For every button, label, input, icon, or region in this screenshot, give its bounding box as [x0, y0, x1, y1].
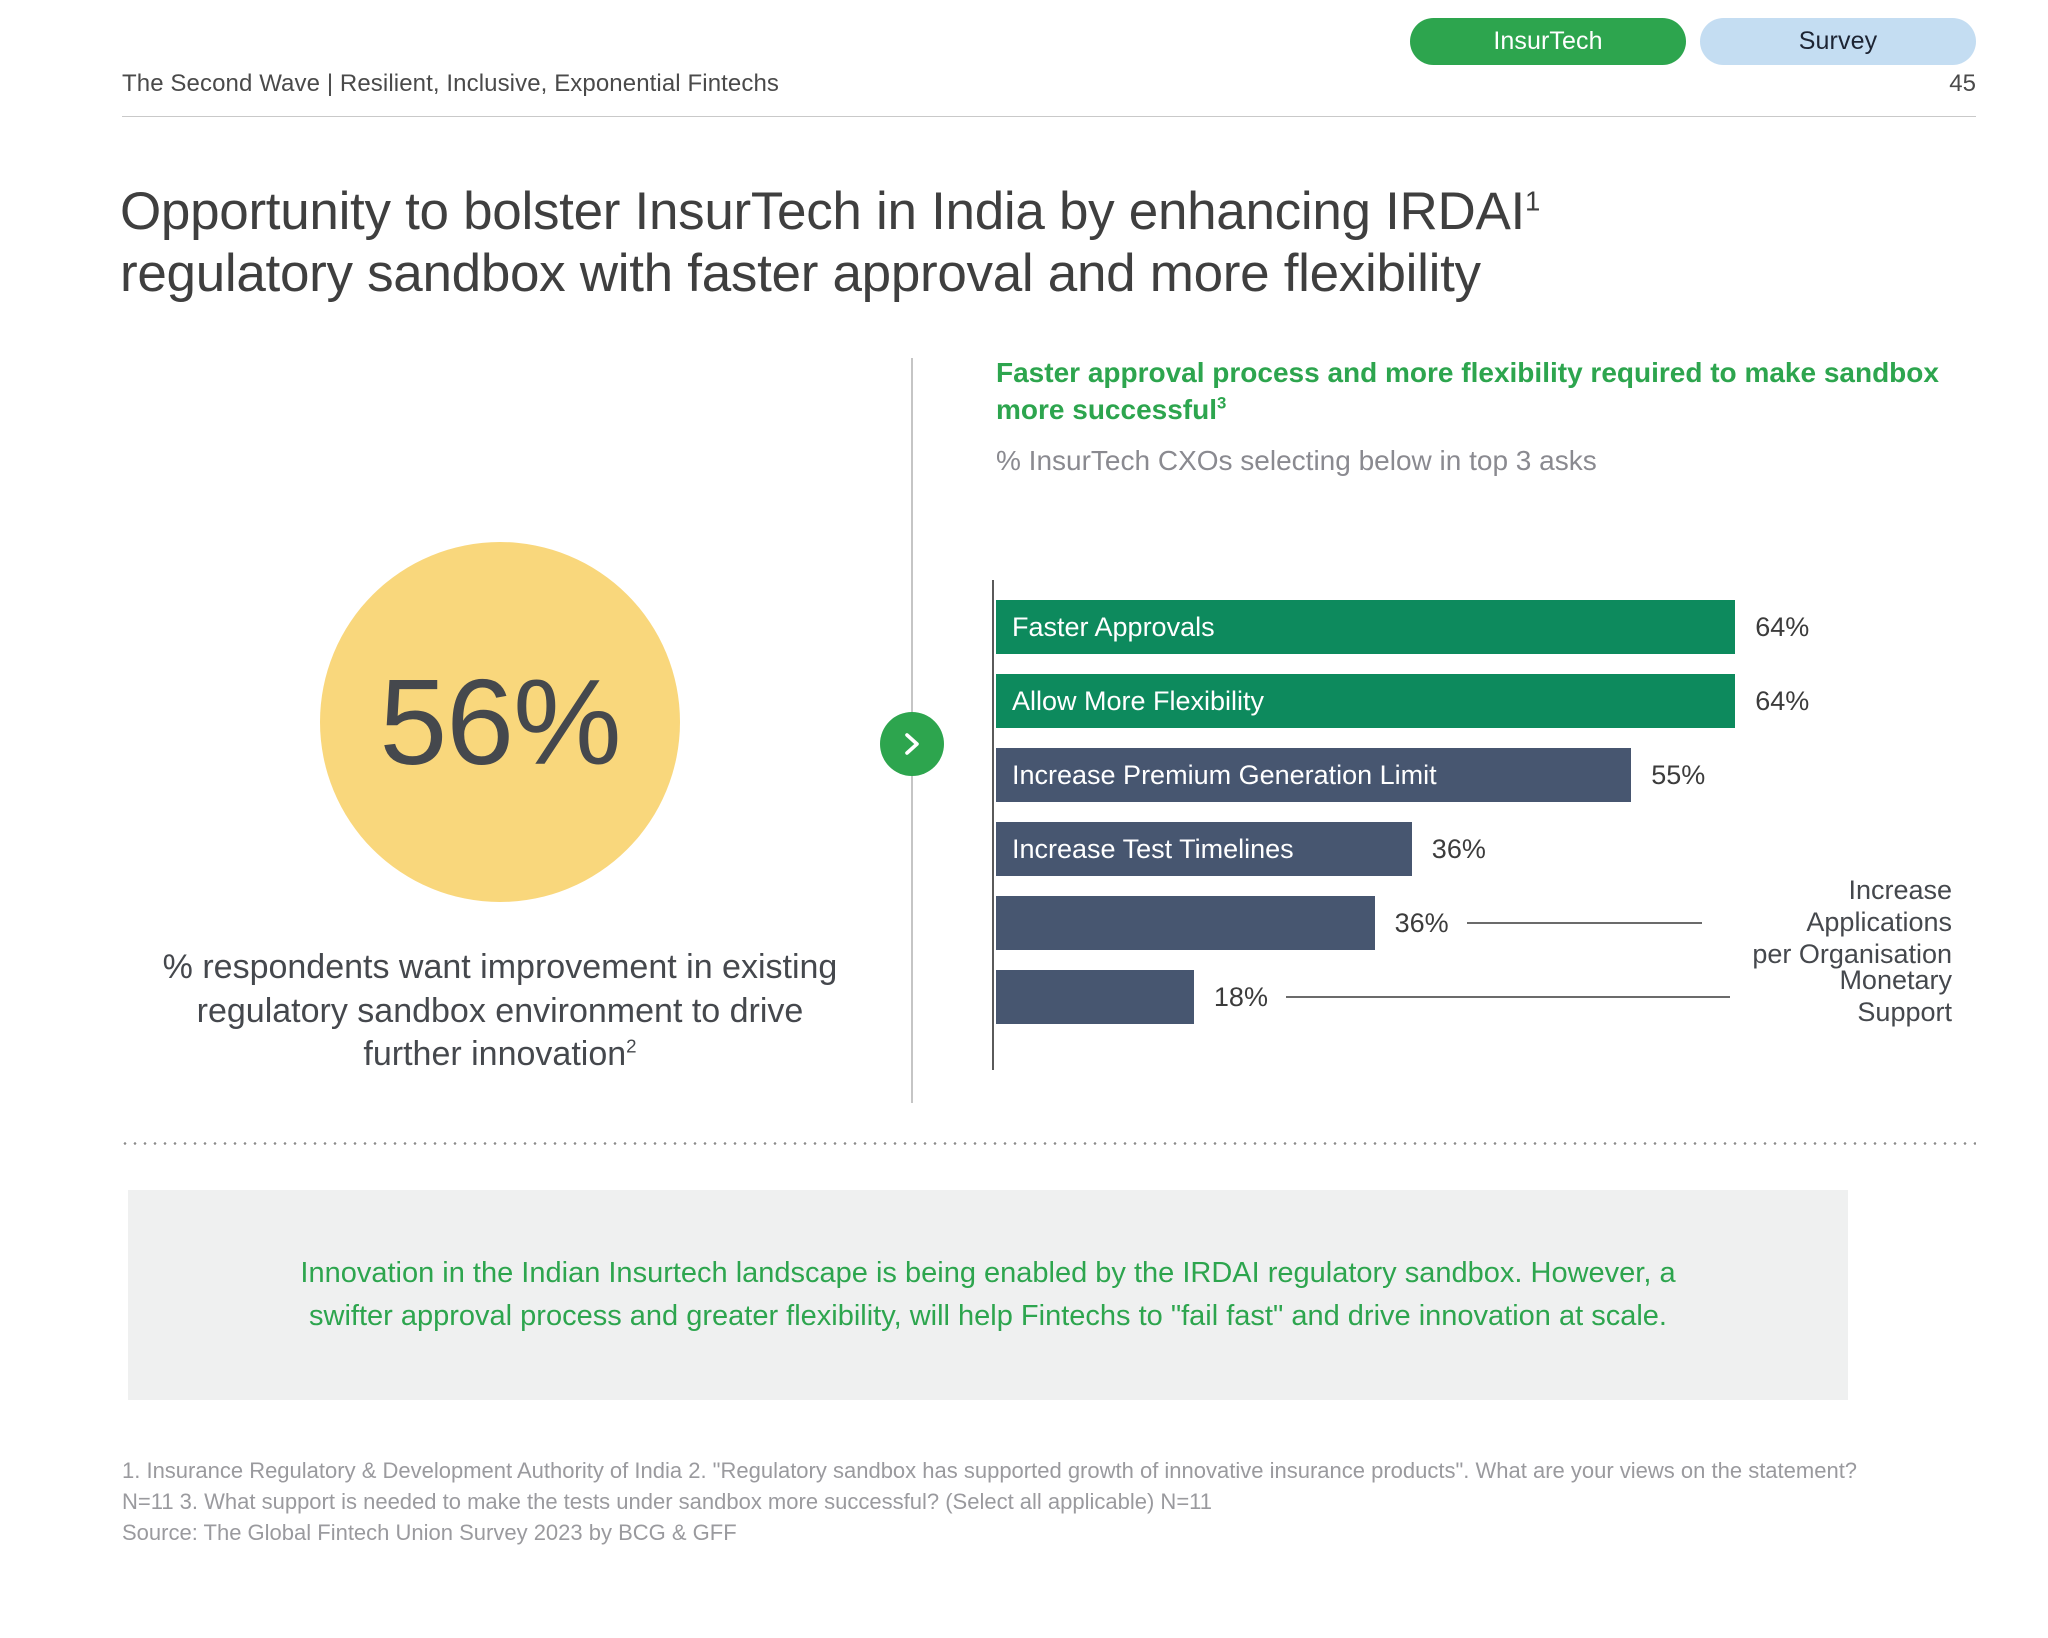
bar [996, 970, 1194, 1024]
bar-row: Faster Approvals 64% [996, 600, 1809, 654]
chevron-right-icon [880, 712, 944, 776]
bar-label: Increase Test Timelines [1012, 833, 1294, 864]
bar-callout-label: Increase Applications per Organisation [1752, 875, 1952, 969]
bar-value: 36% [1394, 907, 1449, 938]
breadcrumb: The Second Wave | Resilient, Inclusive, … [122, 70, 779, 97]
bar-value: 18% [1213, 981, 1268, 1012]
topic-badges: InsurTech Survey [1410, 18, 1976, 65]
leader-line [1466, 922, 1702, 924]
takeaway-box: Innovation in the Indian Insurtech lands… [128, 1190, 1848, 1400]
bar: Increase Premium Generation Limit [996, 748, 1632, 802]
stat-caption-footnote-marker-2: 2 [626, 1035, 637, 1057]
bar-row: 18% Monetary Support [996, 965, 1952, 1027]
stat-caption-text: % respondents want improvement in existi… [162, 948, 838, 1074]
chart-title-footnote-marker-3: 3 [1217, 393, 1227, 413]
badge-survey[interactable]: Survey [1700, 18, 1976, 65]
stat-panel: 56% % respondents want improvement in ex… [120, 360, 880, 1077]
header-row: The Second Wave | Resilient, Inclusive, … [122, 70, 1976, 98]
badge-insurtech[interactable]: InsurTech [1410, 18, 1686, 65]
leader-line [1285, 996, 1730, 998]
bar: Allow More Flexibility [996, 674, 1736, 728]
bar-callout-label: Monetary Support [1839, 965, 1952, 1027]
bar: Faster Approvals [996, 600, 1736, 654]
bar-value: 64% [1755, 685, 1810, 716]
chart-title-text: Faster approval process and more flexibi… [996, 357, 1939, 425]
section-dotted-divider [120, 1142, 1976, 1145]
page-title-line1: Opportunity to bolster InsurTech in Indi… [120, 181, 1525, 241]
bar: Increase Test Timelines [996, 822, 1412, 876]
bar-row: Increase Premium Generation Limit 55% [996, 748, 1705, 802]
bar-row: 36% Increase Applications per Organisatio… [996, 875, 1952, 969]
page-title-footnote-marker-1: 1 [1524, 184, 1540, 216]
chart-axis [992, 580, 994, 1070]
bar-row: Increase Test Timelines 36% [996, 822, 1486, 876]
footnote-line-3: Source: The Global Fintech Union Survey … [122, 1520, 737, 1546]
bar-value: 55% [1651, 759, 1706, 790]
takeaway-text: Innovation in the Indian Insurtech lands… [300, 1256, 1676, 1333]
stat-circle: 56% [320, 542, 680, 902]
stat-value: 56% [379, 654, 621, 790]
page-number: 45 [1949, 70, 1976, 97]
footnotes: 1. Insurance Regulatory & Development Au… [122, 1455, 1952, 1549]
bar-row: Allow More Flexibility 64% [996, 674, 1809, 728]
chart-header: Faster approval process and more flexibi… [996, 355, 1976, 479]
bar-chart: Faster Approvals 64% Allow More Flexibilit… [992, 580, 1952, 1070]
header-divider [122, 116, 1976, 117]
page-title-line2: regulatory sandbox with faster approval … [120, 244, 1481, 304]
bar-value: 36% [1431, 833, 1486, 864]
bar [996, 896, 1375, 950]
bar-value: 64% [1755, 611, 1810, 642]
bar-label: Allow More Flexibility [1012, 685, 1265, 716]
chart-title: Faster approval process and more flexibi… [996, 355, 1976, 429]
footnote-line-1: 1. Insurance Regulatory & Development Au… [122, 1458, 1858, 1483]
bar-label: Faster Approvals [1012, 611, 1215, 642]
stat-caption: % respondents want improvement in existi… [160, 946, 840, 1077]
bar-label: Increase Premium Generation Limit [1012, 759, 1437, 790]
footnote-line-2: N=11 3. What support is needed to make t… [122, 1489, 1213, 1515]
chart-subtitle: % InsurTech CXOs selecting below in top … [996, 444, 1597, 476]
page-title: Opportunity to bolster InsurTech in Indi… [120, 181, 1920, 306]
